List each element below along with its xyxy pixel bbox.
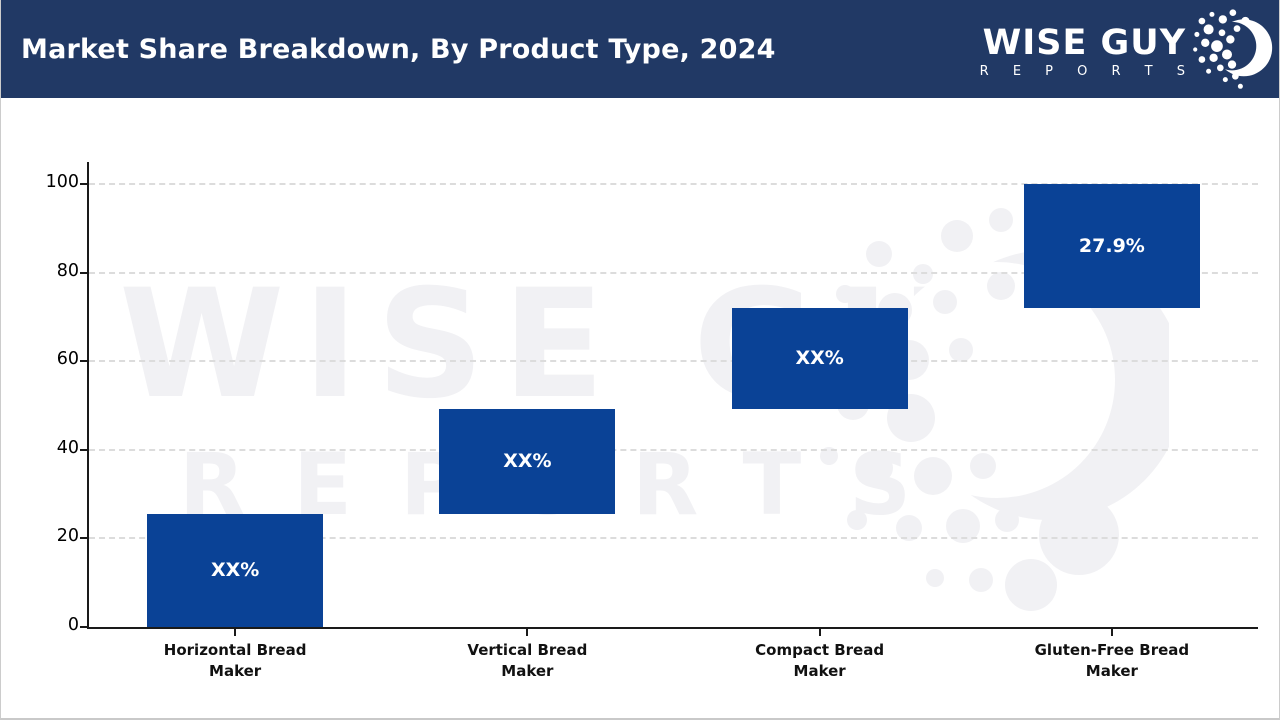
bar-gluten-free-bread-maker: 27.9% [1023,184,1200,308]
x-tick-label-vertical-bread-maker: Vertical Bread Maker [467,641,588,680]
wise-guy-reports-logo: WISE GUY R E P O R T S [974,6,1273,98]
y-tick-label-100: 100 [45,172,79,193]
x-tick-label-gluten-free-bread-maker: Gluten-Free Bread Maker [1034,641,1190,680]
y-tick-mark-20 [80,537,89,540]
logo-subtext: R E P O R T S [979,64,1195,80]
header-bar: Market Share Breakdown, By Product Type,… [1,0,1279,98]
y-tick-label-80: 80 [56,260,79,281]
bar-value-label: 27.9% [1078,234,1145,257]
bar-value-label: XX% [795,347,844,370]
y-tick-label-40: 40 [56,437,79,458]
bar-value-label: XX% [210,559,260,582]
logo-wordmark: WISE GUY [982,22,1187,63]
y-tick-label-20: 20 [56,526,79,547]
y-tick-mark-40 [80,448,89,451]
gridline-80 [89,271,1258,274]
gridline-20 [89,537,1258,540]
x-axis [87,627,1258,629]
x-tick-mark-gluten-free-bread-maker [1110,629,1113,636]
x-tick-mark-vertical-bread-maker [526,629,529,636]
x-tick-label-compact-bread-maker: Compact Bread Maker [755,641,885,680]
y-tick-mark-100 [80,183,89,186]
bar-horizontal-bread-maker: XX% [147,513,324,627]
y-tick-mark-80 [80,271,89,274]
gridline-100 [89,183,1258,186]
y-axis [87,162,89,629]
bar-vertical-bread-maker: XX% [439,409,616,514]
y-tick-label-0: 0 [67,615,79,635]
y-tick-mark-60 [80,360,89,363]
x-tick-mark-compact-bread-maker [818,629,821,636]
y-tick-label-60: 60 [56,349,79,370]
bar-value-label: XX% [503,450,552,473]
gridline-40 [89,448,1258,451]
logo-dot-face-icon [1193,9,1273,89]
gridline-60 [89,360,1258,363]
y-tick-mark-0 [80,626,89,628]
x-tick-label-horizontal-bread-maker: Horizontal Bread Maker [163,641,307,680]
bar-compact-bread-maker: XX% [731,307,908,410]
page-title: Market Share Breakdown, By Product Type,… [21,34,776,65]
x-tick-mark-horizontal-bread-maker [234,629,237,636]
logo-text: WISE GUY R E P O R T S [974,22,1195,80]
